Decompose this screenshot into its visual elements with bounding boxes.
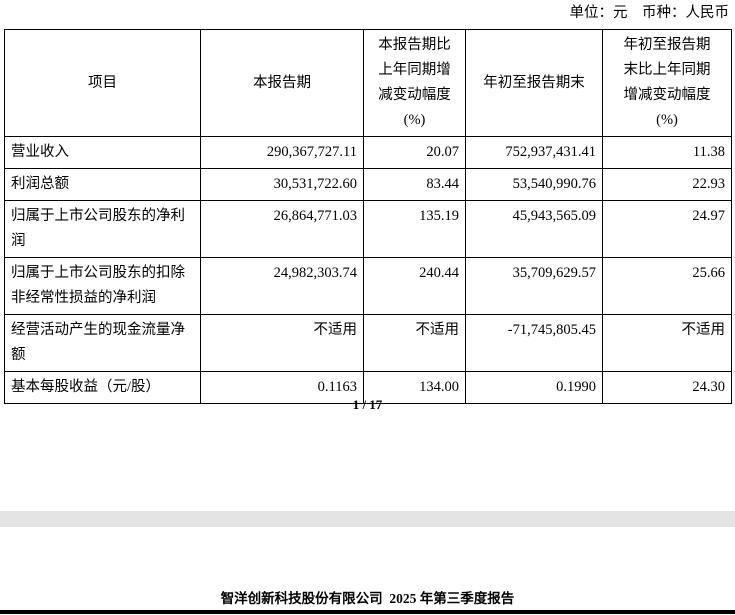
cell-pct-change-ytd: 25.66 xyxy=(602,257,732,315)
cell-pct-change-ytd: 24.97 xyxy=(602,200,732,258)
cell-pct-change-quarter: 135.19 xyxy=(363,200,466,258)
table-row: 营业收入 290,367,727.11 20.07 752,937,431.41… xyxy=(4,136,732,169)
column-header-pct-y-line-3: 增减变动幅度 xyxy=(623,87,711,103)
cell-pct-change-quarter: 83.44 xyxy=(363,168,466,201)
column-header-current-period: 本报告期 xyxy=(200,29,364,137)
column-header-item-label: 项目 xyxy=(88,74,117,91)
footer-divider xyxy=(0,610,735,614)
column-header-pct-q-line-4: (%) xyxy=(403,112,426,128)
column-header-ytd-label: 年初至报告期末 xyxy=(483,74,585,91)
cell-ytd: 35,709,629.57 xyxy=(465,257,603,315)
cell-ytd: 752,937,431.41 xyxy=(465,136,603,169)
cell-ytd: -71,745,805.45 xyxy=(465,314,603,372)
cell-ytd: 45,943,565.09 xyxy=(465,200,603,258)
page-number: 1 / 17 xyxy=(352,397,383,412)
cell-pct-change-ytd: 不适用 xyxy=(602,314,732,372)
cell-pct-change-quarter: 20.07 xyxy=(363,136,466,169)
cell-ytd: 0.1990 xyxy=(465,371,603,404)
row-label: 归属于上市公司股东的净利润 xyxy=(4,200,201,258)
column-header-ytd: 年初至报告期末 xyxy=(465,29,603,137)
cell-current-period: 290,367,727.11 xyxy=(200,136,364,169)
column-header-pct-q-line-2: 上年同期增 xyxy=(378,62,451,78)
cell-current-period: 不适用 xyxy=(200,314,364,372)
column-header-item: 项目 xyxy=(4,29,201,137)
table-row: 归属于上市公司股东的扣除非经常性损益的净利润 24,982,303.74 240… xyxy=(4,257,732,315)
row-label: 营业收入 xyxy=(4,136,201,169)
column-header-pct-change-quarter: 本报告期比 上年同期增 减变动幅度 (%) xyxy=(363,29,466,137)
table-row: 归属于上市公司股东的净利润 26,864,771.03 135.19 45,94… xyxy=(4,200,732,258)
column-header-pct-y-line-2: 末比上年同期 xyxy=(623,62,711,78)
table-header-row: 项目 本报告期 本报告期比 上年同期增 减变动幅度 (%) 年初至报告期末 年初… xyxy=(4,29,732,137)
row-label: 基本每股收益（元/股） xyxy=(4,371,201,404)
cell-pct-change-quarter: 不适用 xyxy=(363,314,466,372)
cell-current-period: 24,982,303.74 xyxy=(200,257,364,315)
unit-currency-note: 单位：元 币种：人民币 xyxy=(569,5,730,21)
column-header-pct-y-line-4: (%) xyxy=(656,112,678,128)
document-page-1: 单位：元 币种：人民币 项目 本报告期 本报告期比 上年同期增 减变动幅度 xyxy=(4,5,732,412)
column-header-current-period-label: 本报告期 xyxy=(253,74,311,91)
column-header-pct-change-ytd: 年初至报告期 末比上年同期 增减变动幅度 (%) xyxy=(602,29,732,137)
cell-current-period: 26,864,771.03 xyxy=(200,200,364,258)
document-page-2: 智洋创新科技股份有限公司 2025 年第三季度报告 xyxy=(0,527,735,615)
cell-pct-change-quarter: 240.44 xyxy=(363,257,466,315)
table-row: 利润总额 30,531,722.60 83.44 53,540,990.76 2… xyxy=(4,168,732,201)
page-break-separator xyxy=(0,511,735,527)
cell-pct-change-ytd: 11.38 xyxy=(602,136,732,169)
cell-pct-change-ytd: 24.30 xyxy=(602,371,732,404)
row-label: 经营活动产生的现金流量净额 xyxy=(4,314,201,372)
column-header-pct-q-line-3: 减变动幅度 xyxy=(378,87,451,103)
column-header-pct-y-line-1: 年初至报告期 xyxy=(623,37,711,53)
table-row: 基本每股收益（元/股） 0.1163 134.00 0.1990 24.30 xyxy=(4,371,732,404)
cell-pct-change-ytd: 22.93 xyxy=(602,168,732,201)
row-label: 归属于上市公司股东的扣除非经常性损益的净利润 xyxy=(4,257,201,315)
key-financial-indicators-table: 项目 本报告期 本报告期比 上年同期增 减变动幅度 (%) 年初至报告期末 年初… xyxy=(4,29,732,404)
row-label: 利润总额 xyxy=(4,168,201,201)
cell-current-period: 30,531,722.60 xyxy=(200,168,364,201)
column-header-pct-q-line-1: 本报告期比 xyxy=(378,37,451,53)
document-footer: 智洋创新科技股份有限公司 2025 年第三季度报告 xyxy=(220,591,515,606)
cell-ytd: 53,540,990.76 xyxy=(465,168,603,201)
table-row: 经营活动产生的现金流量净额 不适用 不适用 -71,745,805.45 不适用 xyxy=(4,314,732,372)
cell-current-period: 0.1163 xyxy=(200,371,364,404)
